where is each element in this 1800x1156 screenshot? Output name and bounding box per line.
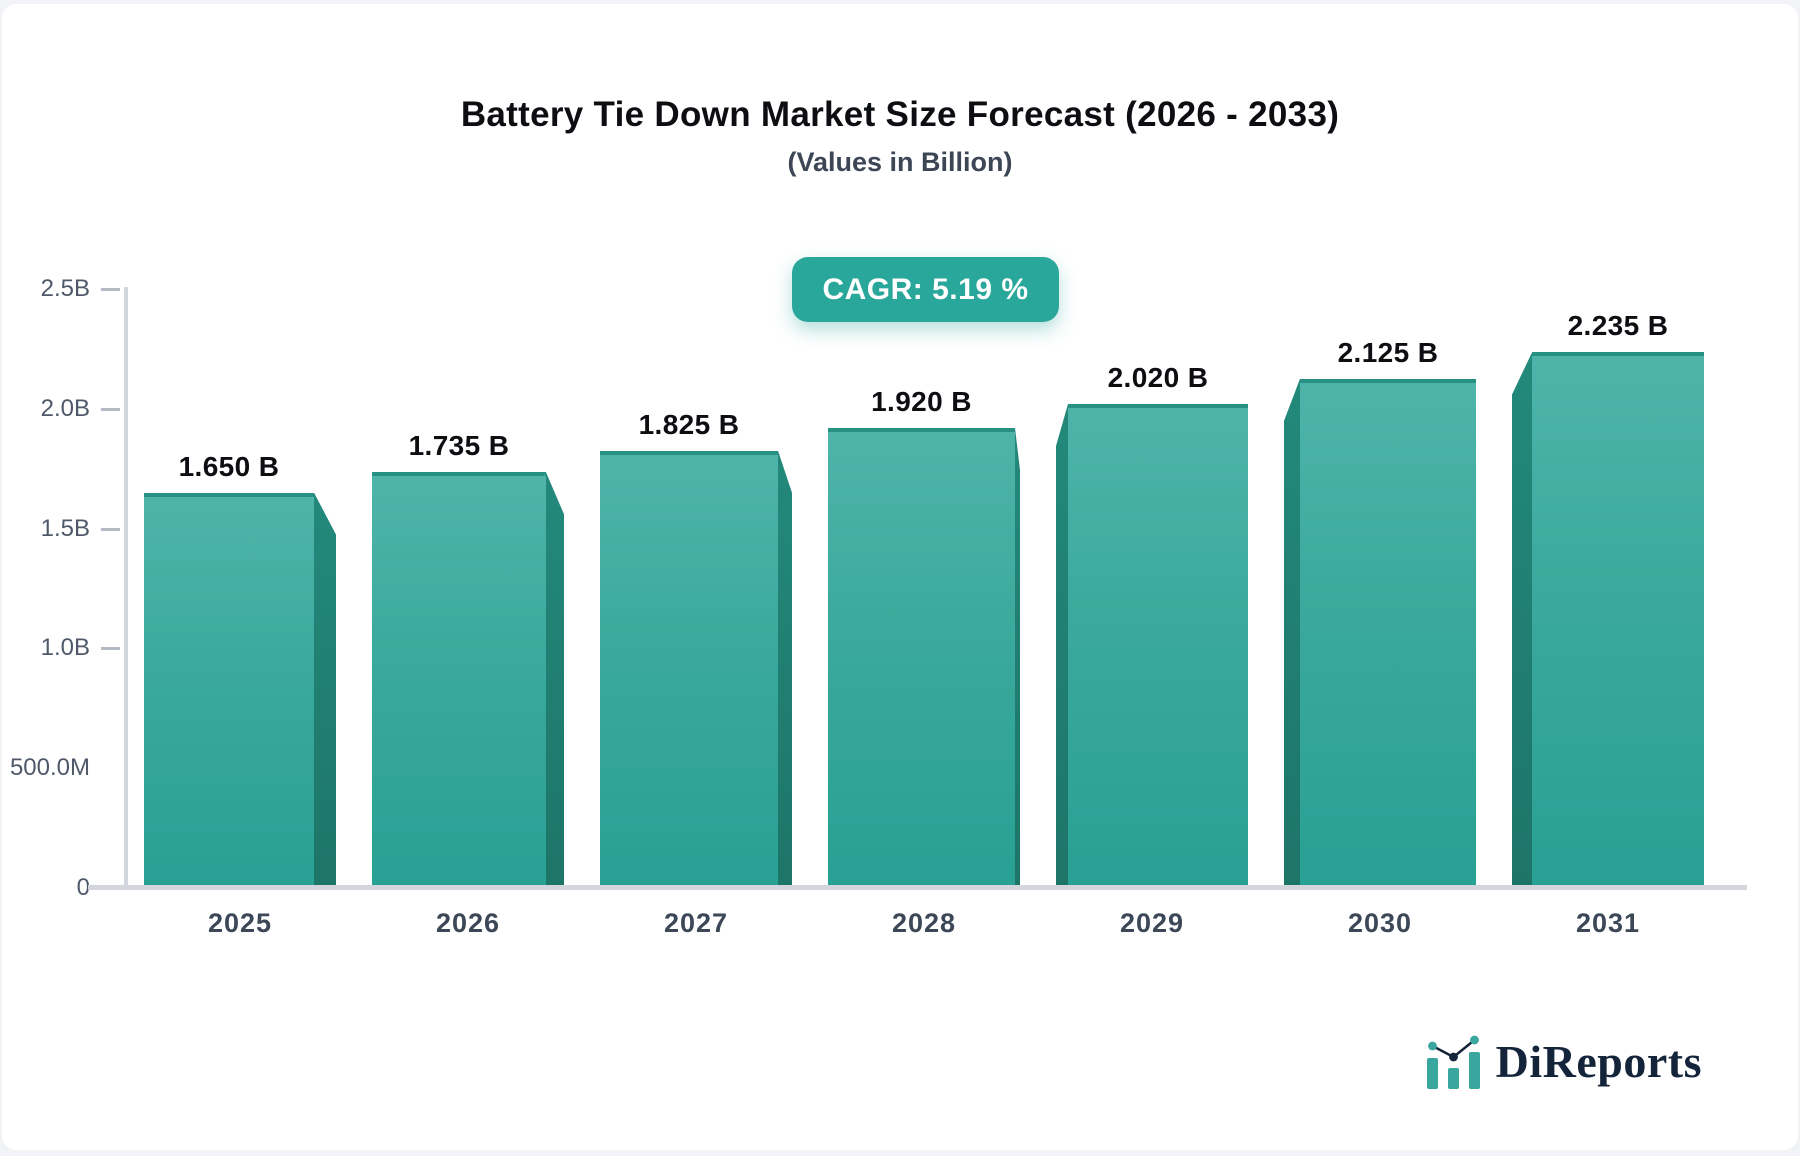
y-tick-label: 1.5B: [40, 514, 90, 542]
x-axis-label-2030: 2030: [1347, 908, 1413, 938]
bar-side-face: [1015, 427, 1020, 888]
bar-2027: [600, 450, 778, 888]
bar-side-face: [778, 450, 792, 888]
bar-value-label: 1.735 B: [408, 430, 510, 462]
brand-logo: DiReports: [1424, 1030, 1702, 1092]
mini-bar-chart-icon: [1426, 1035, 1480, 1089]
chart-title: Battery Tie Down Market Size Forecast (2…: [460, 95, 1340, 134]
bar-value-label: 1.825 B: [638, 408, 740, 440]
y-tick-mark: [101, 527, 120, 531]
y-tick-mark: [101, 288, 120, 291]
y-tick-label: 500.0M: [9, 754, 90, 782]
x-axis-line: [88, 885, 1747, 890]
y-tick-mark: [101, 407, 120, 411]
y-tick-label: 2.0B: [40, 394, 90, 422]
bar-2026: [372, 472, 546, 888]
y-tick-label: 0: [76, 874, 90, 901]
bar-value-label: 1.650 B: [178, 450, 280, 482]
y-tick-label: 1.0B: [40, 634, 90, 662]
bar-side-face: [546, 472, 564, 888]
bar-side-face: [314, 492, 336, 888]
bar-value-label: 2.125 B: [1337, 336, 1439, 368]
chart-subtitle: (Values in Billion): [787, 147, 1013, 177]
x-axis-label-2026: 2026: [435, 908, 501, 938]
bar-side-face: [1512, 352, 1532, 888]
cagr-badge: CAGR: 5.19 %: [792, 257, 1059, 322]
bar-2029: [1068, 404, 1248, 888]
bar-2028: [828, 427, 1015, 888]
y-tick-label: 2.5B: [40, 275, 90, 302]
bar-2031: [1532, 352, 1704, 888]
x-axis-label-2027: 2027: [663, 908, 729, 938]
bar-side-face: [1284, 378, 1300, 888]
bar-value-label: 2.235 B: [1567, 310, 1669, 342]
logo-text: DiReports: [1495, 1035, 1702, 1087]
bar-value-label: 1.920 B: [871, 385, 972, 417]
bar-2025: [144, 492, 314, 888]
x-axis-label-2025: 2025: [207, 908, 273, 938]
x-axis-label-2029: 2029: [1119, 908, 1185, 938]
cagr-badge-label: CAGR: 5.19 %: [822, 272, 1029, 306]
y-tick-mark: [101, 647, 120, 651]
y-axis-line: [124, 287, 128, 888]
bar-2030: [1300, 378, 1476, 888]
bar-side-face: [1056, 404, 1068, 888]
bar-value-label: 2.020 B: [1107, 362, 1209, 393]
x-axis-label-2028: 2028: [891, 908, 957, 938]
x-axis-label-2031: 2031: [1575, 908, 1641, 938]
